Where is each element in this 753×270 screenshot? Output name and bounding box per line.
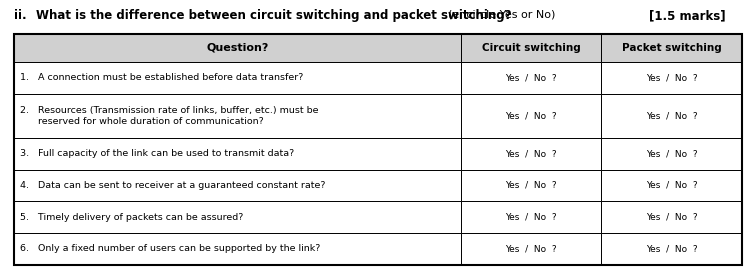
Text: 3.   Full capacity of the link can be used to transmit data?: 3. Full capacity of the link can be used… <box>20 149 294 158</box>
Text: Yes  /  No  ?: Yes / No ? <box>645 181 697 190</box>
Text: Yes  /  No  ?: Yes / No ? <box>645 149 697 158</box>
Text: 5.   Timely delivery of packets can be assured?: 5. Timely delivery of packets can be ass… <box>20 213 243 222</box>
Text: Packet switching: Packet switching <box>621 43 721 53</box>
Text: Yes  /  No  ?: Yes / No ? <box>505 181 557 190</box>
Text: What is the difference between circuit switching and packet switching?: What is the difference between circuit s… <box>36 9 511 22</box>
Text: Yes  /  No  ?: Yes / No ? <box>645 244 697 253</box>
Text: Yes  /  No  ?: Yes / No ? <box>645 213 697 222</box>
Text: Yes  /  No  ?: Yes / No ? <box>645 112 697 120</box>
Text: Yes  /  No  ?: Yes / No ? <box>505 244 557 253</box>
Text: 4.   Data can be sent to receiver at a guaranteed constant rate?: 4. Data can be sent to receiver at a gua… <box>20 181 325 190</box>
Text: Yes  /  No  ?: Yes / No ? <box>645 73 697 82</box>
Text: Question?: Question? <box>206 43 269 53</box>
Text: Circuit switching: Circuit switching <box>482 43 581 53</box>
Text: Yes  /  No  ?: Yes / No ? <box>505 112 557 120</box>
Text: Yes  /  No  ?: Yes / No ? <box>505 73 557 82</box>
Text: 1.   A connection must be established before data transfer?: 1. A connection must be established befo… <box>20 73 303 82</box>
Text: Yes  /  No  ?: Yes / No ? <box>505 213 557 222</box>
Text: 6.   Only a fixed number of users can be supported by the link?: 6. Only a fixed number of users can be s… <box>20 244 320 253</box>
Text: (encircle Yes or No): (encircle Yes or No) <box>448 9 556 19</box>
Text: ii.: ii. <box>14 9 26 22</box>
Text: Yes  /  No  ?: Yes / No ? <box>505 149 557 158</box>
Text: 2.   Resources (Transmission rate of links, buffer, etc.) must be
      reserved: 2. Resources (Transmission rate of links… <box>20 106 318 126</box>
Text: [1.5 marks]: [1.5 marks] <box>649 9 726 22</box>
